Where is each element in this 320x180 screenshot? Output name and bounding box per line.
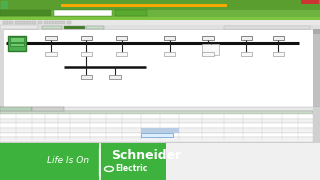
Bar xyxy=(55,21,60,24)
Bar xyxy=(164,36,175,40)
Bar xyxy=(273,36,284,40)
Bar xyxy=(0,111,313,114)
Text: Schneider: Schneider xyxy=(111,149,182,162)
Bar xyxy=(109,75,121,79)
Bar xyxy=(61,4,227,7)
Text: Electric: Electric xyxy=(116,165,148,174)
Bar xyxy=(0,133,313,137)
Bar xyxy=(32,107,64,111)
Bar xyxy=(0,137,313,142)
Bar xyxy=(49,21,54,24)
Bar xyxy=(0,20,320,25)
Bar xyxy=(61,21,65,24)
Bar xyxy=(26,21,31,24)
Bar xyxy=(0,10,320,17)
Bar xyxy=(9,21,13,24)
Bar xyxy=(0,25,38,29)
Bar xyxy=(15,21,19,24)
Bar xyxy=(54,10,112,16)
Bar xyxy=(202,44,219,55)
Bar xyxy=(32,21,36,24)
Bar xyxy=(115,10,147,16)
Bar xyxy=(0,114,313,119)
Bar xyxy=(42,26,62,29)
Bar xyxy=(81,52,92,56)
Bar xyxy=(86,26,104,29)
Bar xyxy=(10,37,24,42)
Bar xyxy=(313,29,320,34)
Bar xyxy=(0,17,320,20)
Bar xyxy=(3,21,8,24)
Bar xyxy=(141,133,173,137)
Bar xyxy=(0,123,313,128)
Bar xyxy=(1,1,8,9)
Bar xyxy=(164,52,175,56)
Bar xyxy=(241,52,252,56)
Bar xyxy=(116,36,127,40)
Text: Life Is On: Life Is On xyxy=(47,156,89,165)
Bar xyxy=(38,21,42,24)
Bar xyxy=(0,29,4,107)
Bar xyxy=(81,36,92,40)
Bar xyxy=(0,29,313,107)
Bar xyxy=(224,26,310,29)
Bar xyxy=(241,36,252,40)
Bar xyxy=(0,25,320,29)
Bar xyxy=(0,143,166,180)
Bar xyxy=(166,143,320,180)
Bar xyxy=(10,43,24,46)
Bar xyxy=(20,21,25,24)
Bar xyxy=(45,52,57,56)
Bar xyxy=(0,107,320,111)
Bar xyxy=(313,107,320,140)
Bar xyxy=(313,29,320,107)
Bar xyxy=(301,0,319,4)
Bar xyxy=(0,128,313,133)
Bar xyxy=(0,119,313,123)
Bar xyxy=(273,52,284,56)
Bar xyxy=(0,0,320,10)
Bar xyxy=(44,21,48,24)
Bar xyxy=(141,128,179,133)
Bar xyxy=(0,107,32,111)
Bar xyxy=(8,36,26,51)
Bar xyxy=(45,36,57,40)
Bar xyxy=(64,26,85,29)
Bar xyxy=(0,10,51,16)
Bar xyxy=(202,36,214,40)
Bar xyxy=(116,52,127,56)
Bar xyxy=(81,75,92,79)
Bar xyxy=(202,52,214,56)
Bar xyxy=(67,21,71,24)
